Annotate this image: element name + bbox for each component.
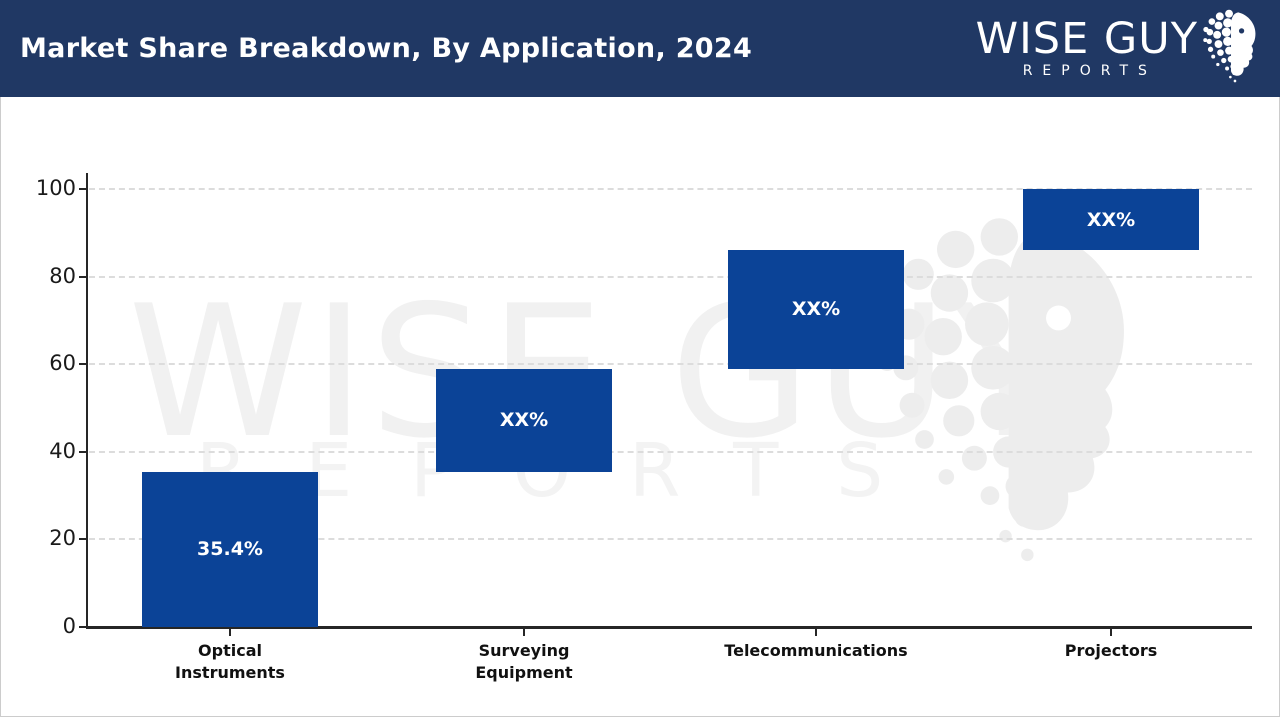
bar-value-label: XX%: [1086, 208, 1136, 231]
x-category-label: Surveying Equipment: [475, 641, 573, 682]
y-tick-label-80: 80: [49, 263, 76, 288]
y-tick-label-100: 100: [35, 176, 76, 200]
page-title: Market Share Breakdown, By Application, …: [20, 33, 753, 64]
x-category-label: Projectors: [1064, 641, 1158, 660]
y-tick-100: [79, 188, 87, 190]
y-tick-label-0: 0: [62, 614, 76, 638]
gridline-40: [89, 450, 1252, 453]
y-axis-line: [86, 173, 88, 629]
y-tick-label-20: 20: [49, 526, 76, 551]
bar-value-label: XX%: [499, 409, 549, 432]
y-tick-40: [79, 450, 87, 453]
bar-surveying-equipment: XX%: [436, 368, 612, 472]
y-tick-80: [79, 275, 87, 278]
bar-value-label: XX%: [791, 298, 841, 321]
bar-telecommunications: XX%: [728, 250, 904, 369]
x-tick-2: [815, 629, 817, 636]
bar-projectors: XX%: [1023, 189, 1199, 251]
bar-value-label: 35.4%: [197, 538, 263, 561]
gridline-20: [89, 538, 1252, 541]
y-tick-label-40: 40: [49, 438, 76, 463]
gridline-100: [89, 188, 1252, 190]
x-category-label: Optical Instruments: [175, 641, 285, 682]
brand-name: WISE GUY: [975, 14, 1198, 64]
gridline-60: [89, 363, 1252, 366]
x-tick-0: [229, 629, 231, 636]
x-axis-line: [86, 626, 1252, 629]
x-category-label: Telecommunications: [724, 641, 908, 660]
brand-logo: WISE GUY REPORTS: [976, 6, 1266, 90]
x-tick-3: [1110, 629, 1112, 636]
y-tick-label-60: 60: [49, 351, 76, 376]
header: Market Share Breakdown, By Application, …: [0, 0, 1280, 97]
brand-tagline: REPORTS: [1022, 63, 1157, 79]
y-tick-20: [79, 538, 87, 541]
brand-text: WISE GUY REPORTS: [975, 14, 1198, 79]
bar-optical-instruments: 35.4%: [142, 471, 318, 627]
y-tick-0: [79, 626, 87, 628]
x-tick-1: [523, 629, 525, 636]
gridline-80: [89, 275, 1252, 278]
y-tick-60: [79, 363, 87, 366]
